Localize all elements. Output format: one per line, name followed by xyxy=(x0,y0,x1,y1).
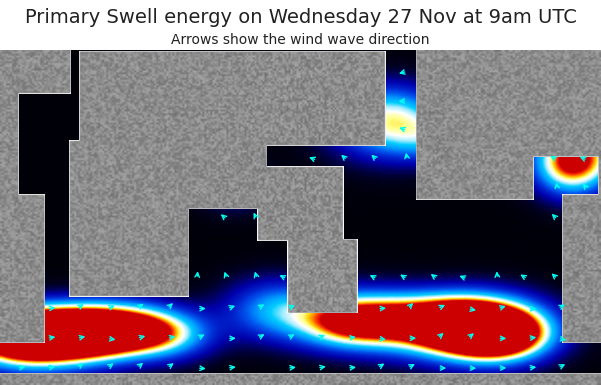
Text: Arrows show the wind wave direction: Arrows show the wind wave direction xyxy=(171,33,430,47)
Text: Primary Swell energy on Wednesday 27 Nov at 9am UTC: Primary Swell energy on Wednesday 27 Nov… xyxy=(25,8,576,27)
